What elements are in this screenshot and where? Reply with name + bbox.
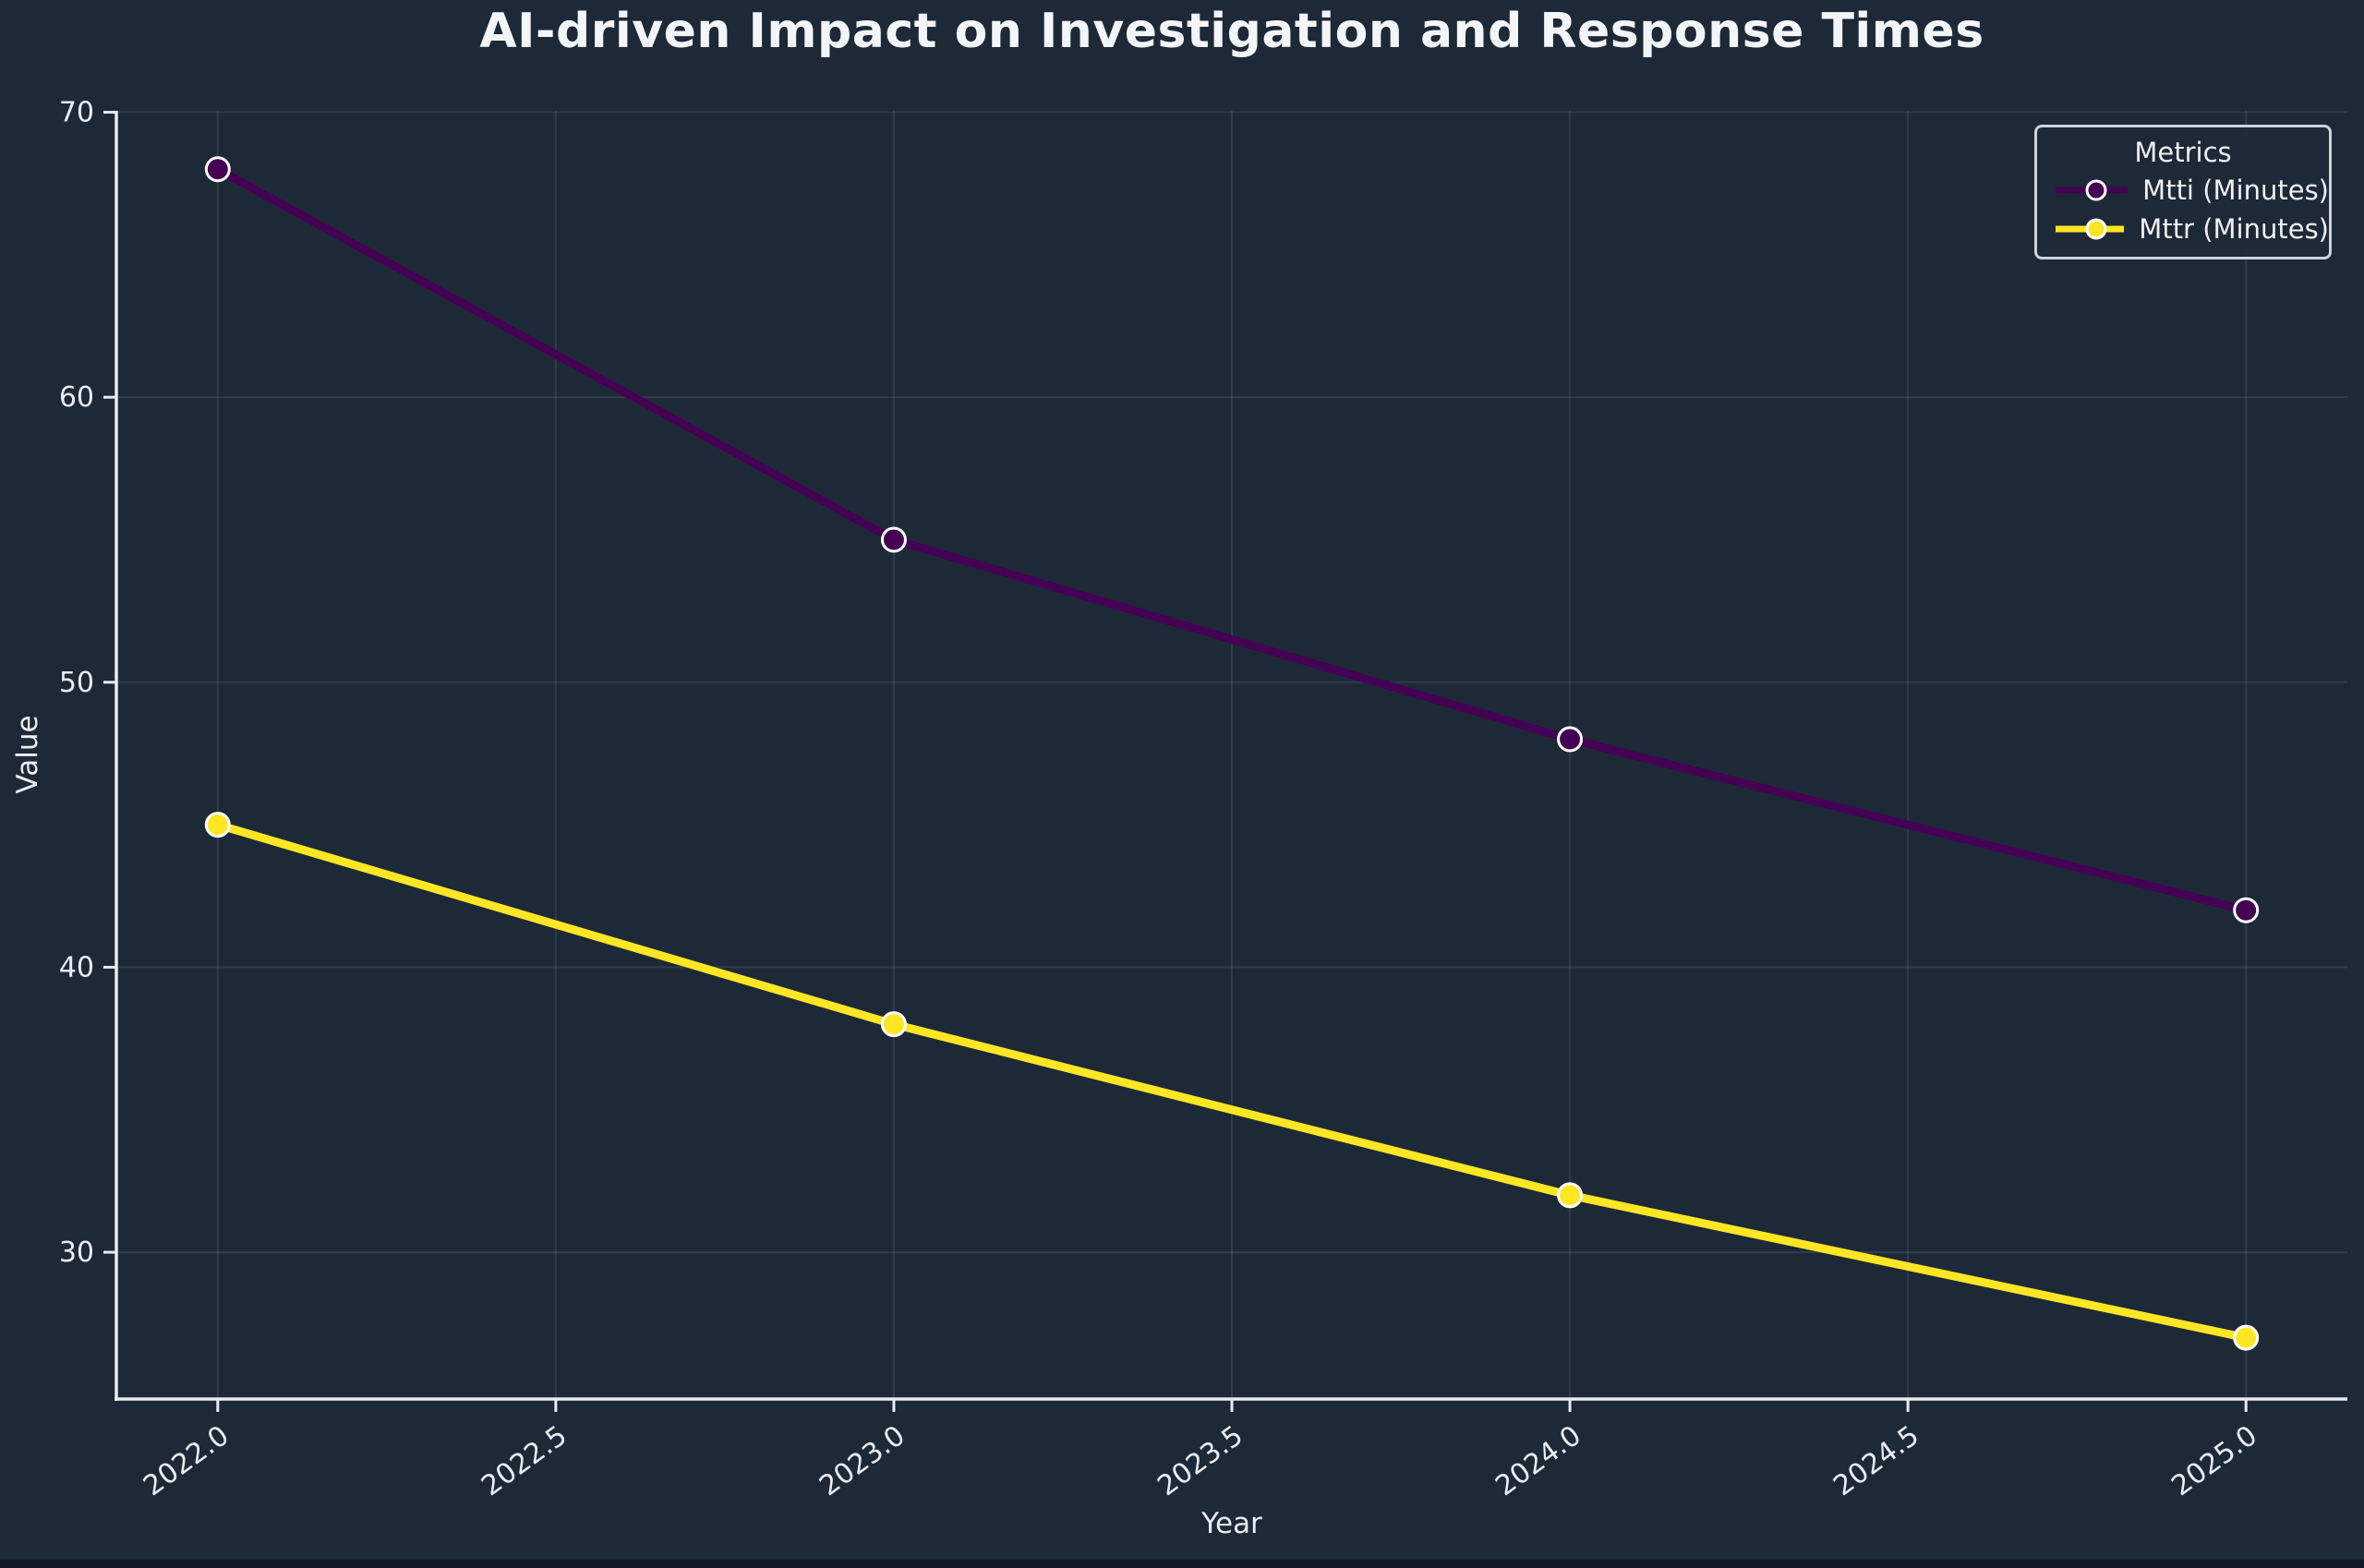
legend-item-mtti: Mtti (Minutes) bbox=[2037, 175, 2329, 206]
data-point-mttr-2025 bbox=[2233, 1324, 2260, 1351]
data-point-mttr-2023 bbox=[880, 1011, 907, 1038]
x-tick-label: 2025.0 bbox=[2165, 1419, 2263, 1502]
x-tick-label: 2023.5 bbox=[1152, 1419, 1249, 1502]
x-axis-label: Year bbox=[1201, 1507, 1262, 1540]
x-tick-label: 2022.5 bbox=[476, 1419, 573, 1502]
data-point-mtti-2023 bbox=[880, 526, 907, 553]
x-tick-label: 2024.0 bbox=[1490, 1419, 1587, 1502]
figure-bottom-edge bbox=[0, 1560, 2364, 1568]
y-tick-label: 70 bbox=[59, 97, 94, 129]
x-tick-label: 2022.0 bbox=[138, 1419, 235, 1502]
x-tick-label: 2023.0 bbox=[814, 1419, 911, 1502]
legend-sample-mtti bbox=[2056, 179, 2129, 201]
x-tick-label: 2024.5 bbox=[1827, 1419, 1925, 1502]
data-point-mtti-2025 bbox=[2233, 897, 2260, 923]
legend-sample-mttr bbox=[2056, 218, 2125, 239]
legend-marker-mttr-icon bbox=[2085, 218, 2107, 239]
series-line-mtti bbox=[213, 164, 2250, 915]
chart-title: AI-driven Impact on Investigation and Re… bbox=[479, 4, 1984, 59]
legend-marker-mtti-icon bbox=[2085, 179, 2107, 201]
series-line-mttr bbox=[213, 820, 2250, 1343]
y-axis-label: Value bbox=[11, 715, 44, 794]
legend-label-mtti: Mtti (Minutes) bbox=[2142, 175, 2329, 206]
y-tick-label: 30 bbox=[59, 1236, 94, 1269]
legend: Metrics Mtti (Minutes) Mttr (Minutes) bbox=[2034, 125, 2332, 259]
y-tick-label: 60 bbox=[59, 381, 94, 414]
data-point-mtti-2024 bbox=[1557, 726, 1584, 753]
data-point-mtti-2022 bbox=[204, 156, 231, 183]
data-point-mttr-2022 bbox=[204, 812, 231, 838]
data-point-mttr-2024 bbox=[1557, 1182, 1584, 1209]
legend-label-mttr: Mttr (Minutes) bbox=[2139, 212, 2329, 245]
y-tick-label: 50 bbox=[59, 667, 94, 699]
legend-title: Metrics bbox=[2134, 136, 2232, 168]
y-tick-label: 40 bbox=[59, 951, 94, 983]
legend-item-mttr: Mttr (Minutes) bbox=[2037, 213, 2329, 245]
